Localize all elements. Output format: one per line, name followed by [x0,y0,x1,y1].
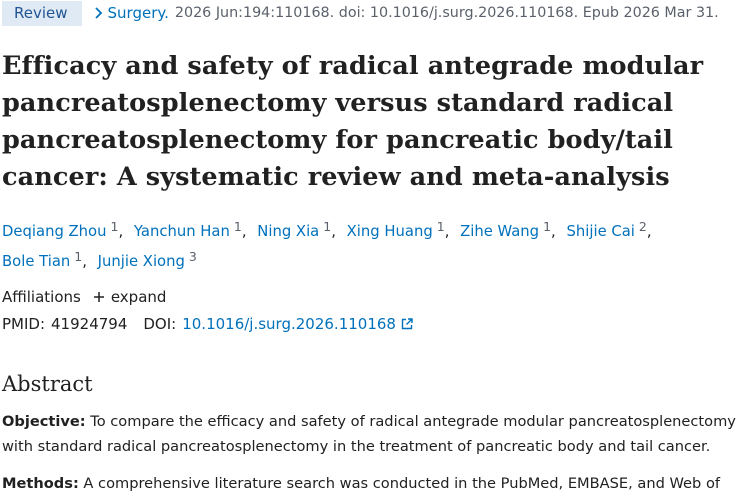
journal-link[interactable]: Surgery. [107,4,169,22]
author-entry: Shijie Cai 2, [566,219,657,240]
author-separator: , [331,223,336,240]
author-entry: Yanchun Han 1, [133,219,253,240]
author-entry: Bole Tian 1, [2,249,93,270]
author-name[interactable]: Shijie Cai [566,223,635,240]
affiliation-number[interactable]: 2 [638,219,647,234]
affiliation-number[interactable]: 1 [74,249,83,264]
plus-icon [93,292,104,302]
author-name[interactable]: Ning Xia [257,223,320,240]
section-label: Objective: [2,413,86,430]
author-list: Deqiang Zhou 1, Yanchun Han 1, Ning Xia 1, … [2,214,742,274]
section-text: To compare the efficacy and safety of ra… [2,413,736,455]
citation-details: 2026 Jun:194:110168. doi: 10.1016/j.surg… [174,5,719,21]
chevron-icon [94,7,102,19]
section-label: Methods: [2,475,79,492]
author-separator: , [444,223,450,240]
author-separator: , [646,223,652,240]
author-name[interactable]: Xing Huang [346,223,433,240]
expand-button[interactable]: expand [91,288,167,306]
author-name[interactable]: Zihe Wang [460,223,540,240]
doi-link[interactable]: 10.1016/j.surg.2026.110168 [182,315,396,333]
identifiers-row: PMID: 41924794 DOI: 10.1016/j.surg.2026.… [2,312,742,336]
pmid-value: 41924794 [51,315,128,333]
author-entry: Ning Xia 1, [257,219,342,240]
affiliation-number[interactable]: 1 [436,219,445,234]
author-separator: , [551,223,556,240]
author-entry: Xing Huang 1, [346,219,456,240]
author-separator: , [241,223,247,240]
affiliations-label: Affiliations [2,288,81,306]
section-text: A comprehensive literature search was co… [83,475,721,492]
abstract-section: Objective: To compare the efficacy and s… [2,410,742,459]
author-separator: , [118,223,124,240]
publication-type-badge: Review [2,0,82,26]
author-name[interactable]: Bole Tian [2,253,71,270]
author-name[interactable]: Junjie Xiong [97,253,185,270]
pmid-label: PMID: [2,315,46,333]
affiliation-number[interactable]: 1 [543,219,552,234]
affiliation-number[interactable]: 1 [323,219,332,234]
affiliation-number[interactable]: 1 [110,219,119,234]
author-entry: Zihe Wang 1, [460,219,562,240]
author-entry: Deqiang Zhou 1, [2,219,129,240]
abstract-section: Methods: A comprehensive literature sear… [2,472,742,497]
affiliations-row: Affiliations expand [2,285,742,309]
affiliation-number[interactable]: 3 [188,249,197,264]
expand-label: expand [110,288,167,306]
doi-label: DOI: [143,315,177,333]
header-row: Review Surgery. 2026 Jun:194:110168. doi… [2,0,742,26]
author-name[interactable]: Deqiang Zhou [2,223,107,240]
author-name[interactable]: Yanchun Han [133,223,230,240]
article-title: Efficacy and safety of radical antegrade… [2,51,704,192]
author-entry: Junjie Xiong 3 [97,249,197,270]
abstract-heading: Abstract [2,372,93,396]
author-separator: , [82,253,87,270]
external-link-icon [401,318,413,330]
abstract-body: Objective: To compare the efficacy and s… [2,410,742,497]
affiliation-number[interactable]: 1 [233,219,242,234]
